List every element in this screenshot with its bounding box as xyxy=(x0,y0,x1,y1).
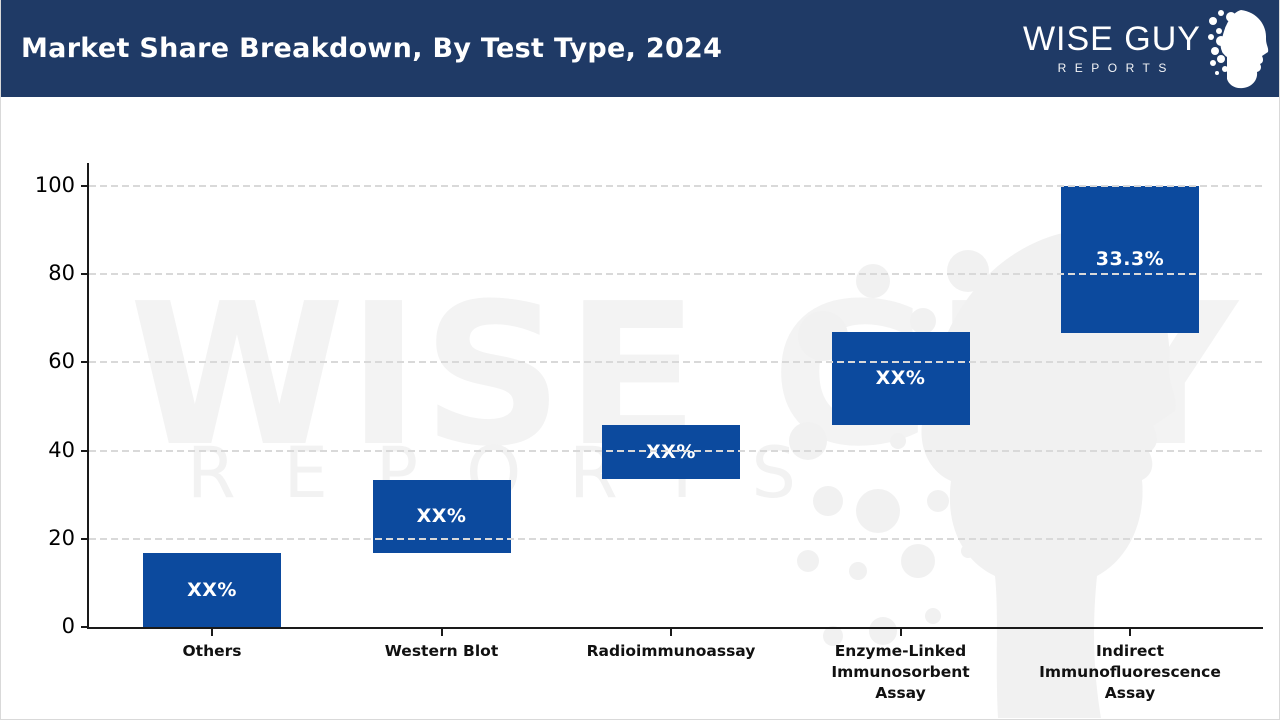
gridline-y-20 xyxy=(89,537,1263,540)
x-tick-label: Enzyme-Linked Immunosorbent Assay xyxy=(831,642,970,702)
logo-reports-label: REPORTS xyxy=(1057,60,1175,75)
bar-segment: 33.3% xyxy=(1061,186,1199,333)
wiseguy-logo: WISE GUY REPORTS xyxy=(1023,5,1271,92)
bar-segment: XX% xyxy=(143,552,281,627)
x-tick-label: Western Blot xyxy=(384,642,499,660)
y-tick-label: 40 xyxy=(48,437,75,462)
page-title: Market Share Breakdown, By Test Type, 20… xyxy=(21,33,723,64)
y-tick-label: 20 xyxy=(48,525,75,550)
logo-head-icon xyxy=(1208,9,1269,88)
bar-segment: XX% xyxy=(602,424,740,479)
y-tick-mark xyxy=(81,449,88,452)
bar-segment: XX% xyxy=(831,332,970,425)
y-tick-label: 80 xyxy=(48,261,75,286)
bar-value-label: XX% xyxy=(416,505,467,528)
y-tick-mark xyxy=(81,537,88,540)
bar-value-label: XX% xyxy=(875,367,926,390)
y-tick-label: 60 xyxy=(48,349,75,374)
x-tick-label: Radioimmunoassay xyxy=(586,642,756,660)
bar-value-label: XX% xyxy=(646,440,696,463)
x-tick-label: Others xyxy=(182,642,242,660)
y-tick-label: 0 xyxy=(61,614,75,638)
bar-value-label: XX% xyxy=(187,578,237,601)
gridline-y-40 xyxy=(89,449,1263,452)
y-tick-mark xyxy=(81,361,88,364)
gridline-y-100 xyxy=(89,185,1263,187)
y-tick-mark xyxy=(81,626,88,628)
bar-value-label: 33.3% xyxy=(1095,248,1165,271)
x-tick-mark xyxy=(1129,629,1131,636)
y-tick-mark xyxy=(81,185,88,187)
x-axis-spine xyxy=(87,627,1263,629)
x-tick-mark xyxy=(899,629,902,636)
x-tick-mark xyxy=(211,629,213,636)
x-tick-mark xyxy=(440,629,443,636)
y-axis-spine xyxy=(87,163,89,629)
bar-segment: XX% xyxy=(372,479,511,553)
x-tick-mark xyxy=(670,629,672,636)
y-tick-label: 100 xyxy=(34,173,75,197)
logo-brand-label: WISE GUY xyxy=(1022,20,1201,59)
gridline-y-80 xyxy=(89,273,1263,276)
header-band: Market Share Breakdown, By Test Type, 20… xyxy=(1,0,1279,97)
gridline-y-60 xyxy=(89,361,1263,364)
x-tick-label: Indirect Immunofluorescence Assay xyxy=(1039,642,1221,702)
y-tick-mark xyxy=(81,273,88,276)
logo-text: WISE GUY REPORTS xyxy=(1022,20,1201,75)
